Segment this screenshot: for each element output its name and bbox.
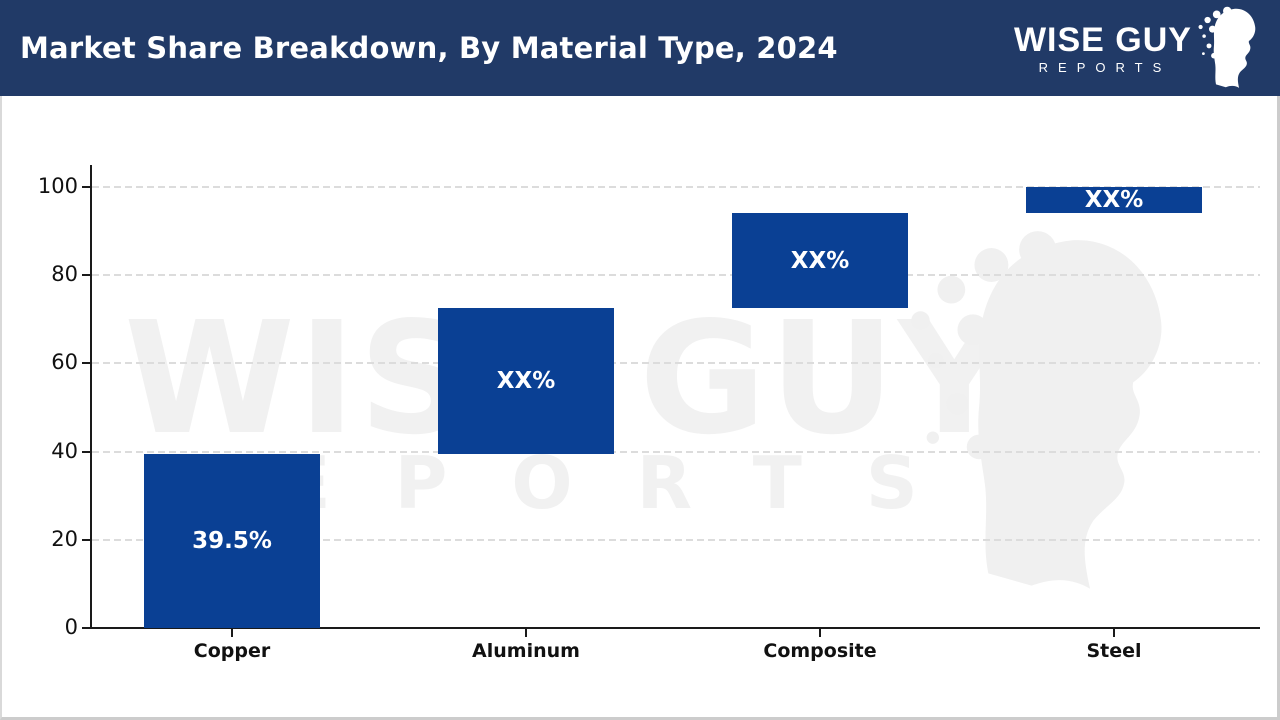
gridline-20 xyxy=(92,538,1260,541)
y-axis-tick-label: 40 xyxy=(51,438,78,463)
x-axis-category-label: Copper xyxy=(193,640,271,662)
bar-value-label: XX% xyxy=(496,368,556,395)
logo-subtitle: REPORTS xyxy=(1038,59,1172,75)
y-tick-mark xyxy=(82,450,91,453)
y-axis-tick-label: 20 xyxy=(51,526,78,551)
x-tick-mark xyxy=(1113,629,1115,637)
y-tick-mark xyxy=(82,186,91,188)
gridline-80 xyxy=(92,274,1260,277)
y-axis-tick-label: 60 xyxy=(51,350,78,375)
x-axis-category-label: Composite xyxy=(763,640,877,662)
x-axis-category-label: Aluminum xyxy=(472,640,580,662)
bar-value-label: XX% xyxy=(790,247,850,274)
page-title: Market Share Breakdown, By Material Type… xyxy=(20,31,838,65)
y-tick-mark xyxy=(82,538,91,541)
y-tick-mark xyxy=(82,274,91,277)
y-tick-mark xyxy=(82,627,91,629)
brand-logo-text: WISE GUY REPORTS xyxy=(1014,23,1192,74)
gridline-100 xyxy=(92,186,1260,188)
x-axis-line xyxy=(90,627,1260,629)
bar-copper: 39.5% xyxy=(144,453,320,628)
bar-aluminum: XX% xyxy=(438,308,614,454)
y-axis-tick-label: 100 xyxy=(37,174,78,198)
y-tick-mark xyxy=(82,362,91,365)
bar-steel: XX% xyxy=(1026,187,1202,214)
y-axis-tick-label: 80 xyxy=(51,262,78,287)
gridline-60 xyxy=(92,362,1260,365)
chart-canvas: WISE GUY REPORTS 0 20 40 60 80 100 39.5% Copper… xyxy=(0,96,1280,720)
header-bar: Market Share Breakdown, By Material Type… xyxy=(0,0,1280,96)
bar-value-label: 39.5% xyxy=(192,527,272,554)
y-axis-line xyxy=(90,165,92,629)
brand-logo: WISE GUY REPORTS xyxy=(1014,6,1266,90)
bar-composite: XX% xyxy=(732,213,908,309)
y-axis-tick-label: 0 xyxy=(64,615,78,639)
x-tick-mark xyxy=(819,629,821,637)
logo-wordmark: WISE GUY xyxy=(1013,20,1192,59)
x-axis-category-label: Steel xyxy=(1086,640,1142,662)
x-tick-mark xyxy=(231,629,233,637)
bar-value-label: XX% xyxy=(1084,187,1144,214)
gridline-40 xyxy=(92,450,1260,453)
x-tick-mark xyxy=(525,629,527,637)
